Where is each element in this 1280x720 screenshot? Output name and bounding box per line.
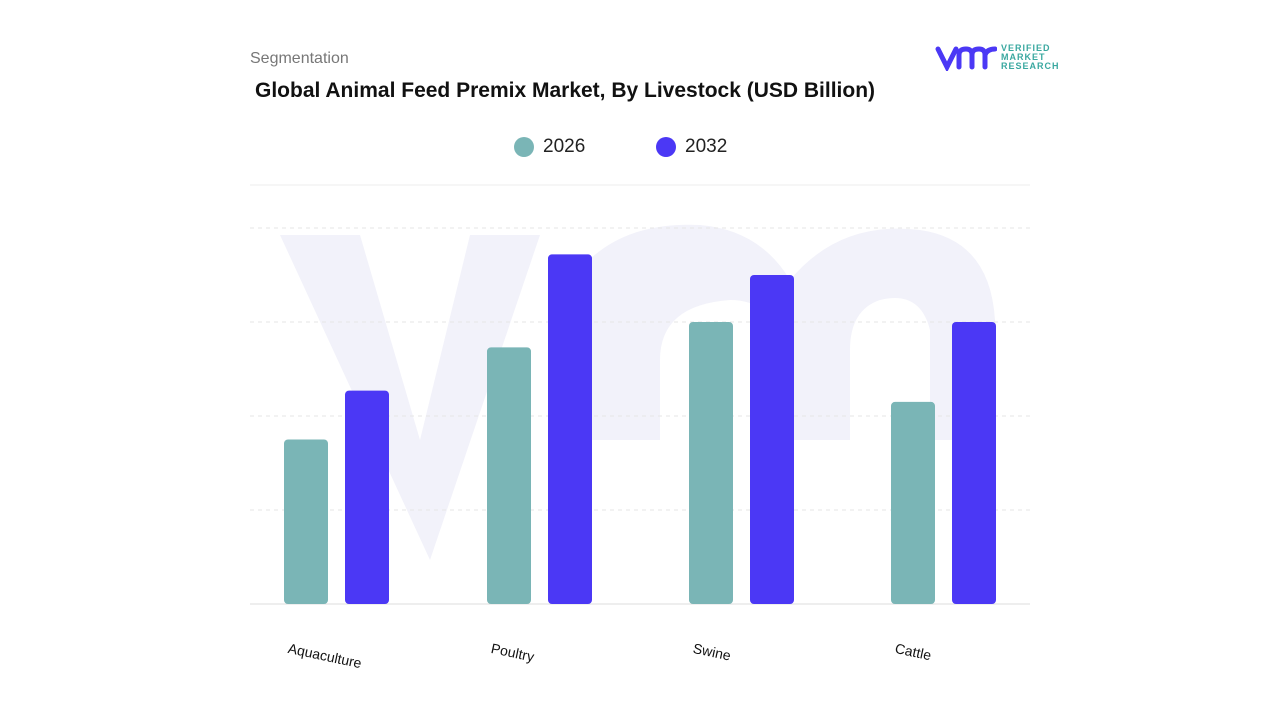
bar-poultry-2032 — [548, 254, 592, 604]
logo-line: VERIFIED — [1001, 43, 1051, 53]
chart-title: Global Animal Feed Premix Market, By Liv… — [255, 79, 876, 102]
legend-item-2026: 2026 — [514, 136, 585, 158]
legend-swatch — [514, 137, 534, 157]
watermark-logo — [280, 224, 995, 560]
legend-swatch — [656, 137, 676, 157]
legend-label: 2032 — [685, 136, 728, 157]
bar-aquaculture-2032 — [345, 390, 389, 604]
legend-label: 2026 — [543, 136, 586, 157]
logo-line: RESEARCH — [1001, 61, 1060, 71]
bar-cattle-2026 — [891, 401, 935, 604]
bar-cattle-2032 — [952, 322, 996, 604]
bar-swine-2026 — [689, 322, 733, 604]
section-label: Segmentation — [250, 50, 349, 67]
vmr-logo-icon — [935, 45, 997, 71]
bar-poultry-2026 — [487, 347, 531, 604]
bar-aquaculture-2026 — [284, 439, 328, 604]
logo-line: MARKET — [1001, 52, 1046, 62]
vmr-logo: VERIFIED MARKET RESEARCH — [935, 44, 1060, 71]
legend-item-2032: 2032 — [656, 136, 727, 158]
bar-swine-2032 — [750, 275, 794, 604]
